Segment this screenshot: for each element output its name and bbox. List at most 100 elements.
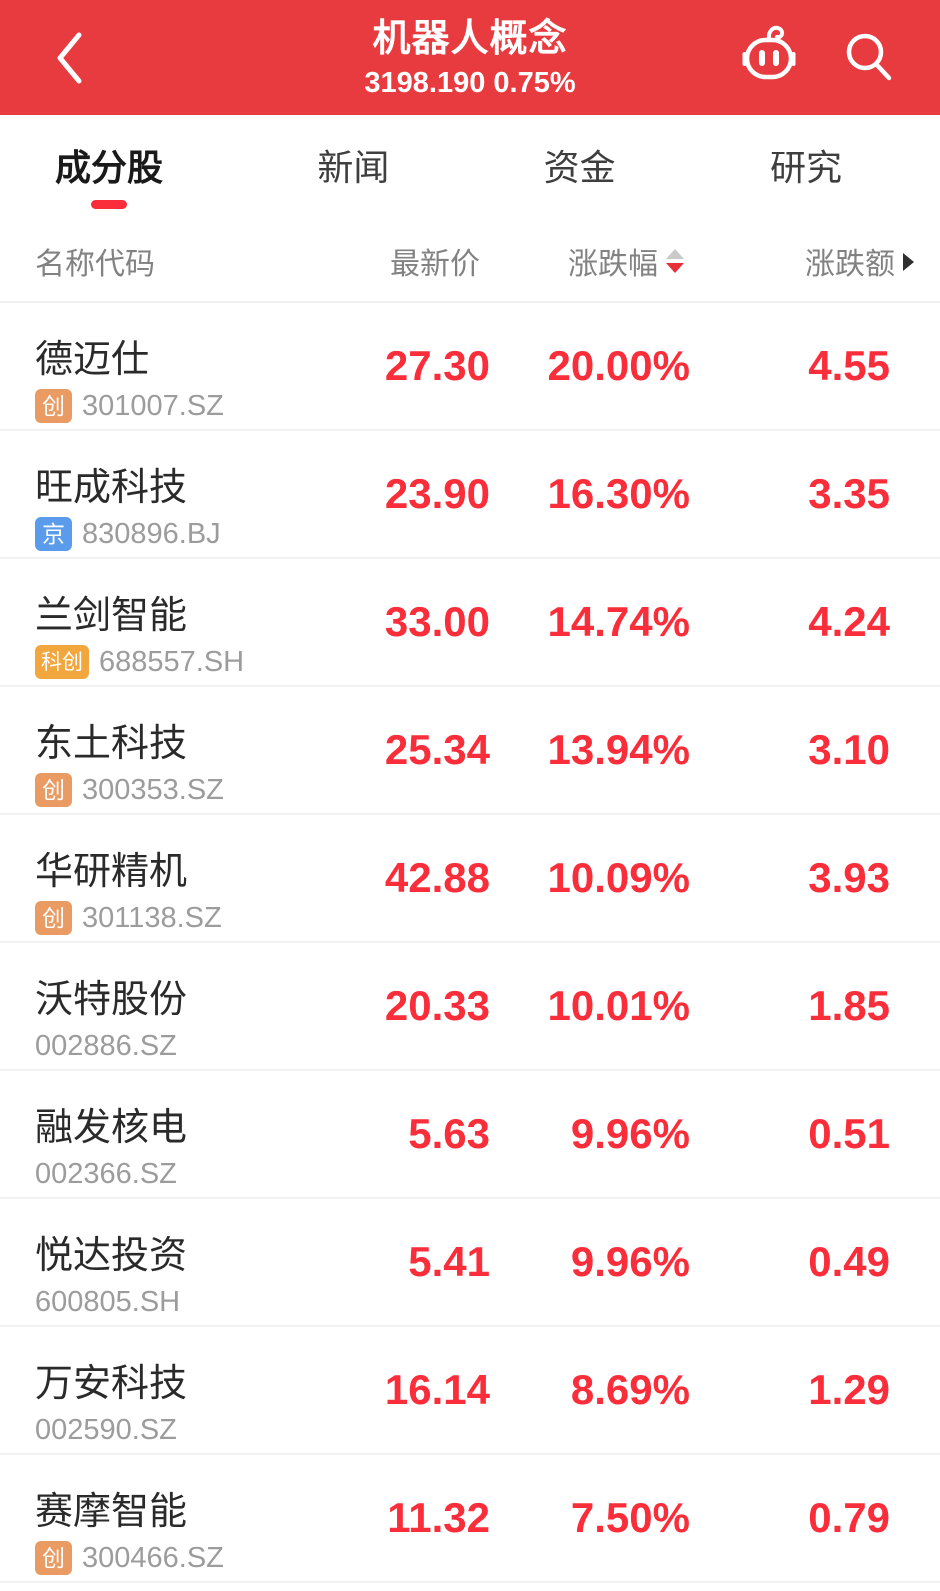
tab-research[interactable]: 研究 [770,115,842,215]
stock-name: 东土科技 [35,723,188,765]
latest-price: 5.41 [408,1238,490,1285]
change-amount: 4.55 [808,342,890,389]
search-icon [846,33,892,81]
latest-price: 27.30 [384,342,490,389]
tab-constituents[interactable]: 成分股 [55,115,163,215]
change-amount: 1.85 [808,982,890,1029]
header-title-block: 机器人概念 3198.190 0.75% [364,17,575,101]
back-chevron-icon [57,32,82,84]
change-percent: 9.96% [570,1110,690,1157]
stock-name: 赛摩智能 [35,1491,188,1533]
column-header-price[interactable]: 最新价 [390,248,480,281]
name-cell: 沃特股份 002886.SZ [35,978,345,1064]
stock-code: 002886.SZ [35,1030,177,1062]
change-amount: 0.51 [808,1110,890,1157]
change-percent: 10.01% [547,982,690,1029]
sort-desc-icon [666,263,684,273]
search-button[interactable] [838,22,900,90]
table-row[interactable]: 万安科技 002590.SZ 16.14 8.69% 1.29 [0,1327,940,1455]
app-header: 机器人概念 3198.190 0.75% [0,0,940,115]
name-cell: 旺成科技 京 830896.BJ [35,466,345,552]
index-quote: 3198.190 0.75% [364,66,576,99]
name-cell: 赛摩智能 创 300466.SZ [35,1490,345,1576]
latest-price: 23.90 [384,470,490,517]
stock-code: 300353.SZ [82,774,224,806]
stock-code: 300466.SZ [82,1542,224,1574]
latest-price: 16.14 [384,1366,490,1413]
header-actions [738,22,900,90]
column-header-change-amt[interactable]: 涨跌额 [684,239,914,283]
change-amount: 0.49 [808,1238,890,1285]
change-percent: 16.30% [547,470,690,517]
name-cell: 悦达投资 600805.SH [35,1234,345,1320]
stock-name: 旺成科技 [35,467,188,509]
stock-name: 德迈仕 [35,339,150,381]
latest-price: 42.88 [384,854,490,901]
tab-bar: 成分股 新闻 资金 研究 [0,115,940,215]
board-badge: 科创 [35,645,89,679]
change-percent: 14.74% [547,598,690,645]
table-row[interactable]: 东土科技 创 300353.SZ 25.34 13.94% 3.10 [0,687,940,815]
stock-list: 德迈仕 创 301007.SZ 27.30 20.00% 4.55 旺成科技 京… [0,303,940,1583]
robot-assistant-button[interactable] [738,22,800,90]
column-header-name: 名称代码 [35,248,155,281]
change-amount: 0.79 [808,1494,890,1541]
board-badge: 创 [35,773,72,807]
latest-price: 33.00 [384,598,490,645]
board-badge: 京 [35,517,72,551]
change-percent: 7.50% [570,1494,690,1541]
tab-label: 研究 [769,147,842,188]
sort-asc-icon [666,249,684,259]
name-cell: 东土科技 创 300353.SZ [35,722,345,808]
page-title: 机器人概念 [372,17,568,60]
sort-indicator [666,249,684,273]
stock-name: 悦达投资 [35,1235,188,1277]
active-tab-underline [91,200,127,209]
change-amount: 3.35 [808,470,890,517]
column-header-change-amt-label: 涨跌额 [805,248,895,281]
table-row[interactable]: 德迈仕 创 301007.SZ 27.30 20.00% 4.55 [0,303,940,431]
latest-price: 11.32 [387,1494,490,1541]
board-badge: 创 [35,389,72,423]
table-row[interactable]: 旺成科技 京 830896.BJ 23.90 16.30% 3.35 [0,431,940,559]
change-percent: 20.00% [547,342,690,389]
name-cell: 华研精机 创 301138.SZ [35,850,345,936]
change-percent: 10.09% [547,854,690,901]
latest-price: 5.63 [408,1110,490,1157]
change-percent: 8.69% [570,1366,690,1413]
table-row[interactable]: 沃特股份 002886.SZ 20.33 10.01% 1.85 [0,943,940,1071]
change-percent: 9.96% [570,1238,690,1285]
stock-code: 301138.SZ [82,902,222,934]
tab-news[interactable]: 新闻 [317,115,389,215]
tab-label: 新闻 [317,147,390,188]
table-row[interactable]: 悦达投资 600805.SH 5.41 9.96% 0.49 [0,1199,940,1327]
change-amount: 3.93 [808,854,890,901]
column-header-change-pct[interactable]: 涨跌幅 [480,239,684,283]
change-percent: 13.94% [547,726,690,773]
name-cell: 万安科技 002590.SZ [35,1362,345,1448]
back-button[interactable] [40,22,100,94]
table-row[interactable]: 赛摩智能 创 300466.SZ 11.32 7.50% 0.79 [0,1455,940,1583]
stock-code: 002590.SZ [35,1414,177,1446]
name-cell: 融发核电 002366.SZ [35,1106,345,1192]
tab-label: 资金 [543,147,616,188]
stock-name: 沃特股份 [35,979,188,1021]
table-row[interactable]: 融发核电 002366.SZ 5.63 9.96% 0.51 [0,1071,940,1199]
latest-price: 25.34 [384,726,490,773]
table-row[interactable]: 华研精机 创 301138.SZ 42.88 10.09% 3.93 [0,815,940,943]
more-columns-icon [903,253,914,271]
stock-name: 万安科技 [35,1363,188,1405]
board-badge: 创 [35,901,72,935]
latest-price: 20.33 [384,982,490,1029]
change-amount: 1.29 [808,1366,890,1413]
board-badge: 创 [35,1541,72,1575]
stock-code: 002366.SZ [35,1158,177,1190]
column-header-change-pct-label: 涨跌幅 [568,248,658,281]
change-amount: 4.24 [808,598,890,645]
tab-label: 成分股 [55,147,164,188]
stock-name: 融发核电 [35,1107,188,1149]
change-amount: 3.10 [808,726,890,773]
stock-code: 301007.SZ [82,390,224,422]
tab-funds[interactable]: 资金 [544,115,616,215]
table-row[interactable]: 兰剑智能 科创 688557.SH 33.00 14.74% 4.24 [0,559,940,687]
